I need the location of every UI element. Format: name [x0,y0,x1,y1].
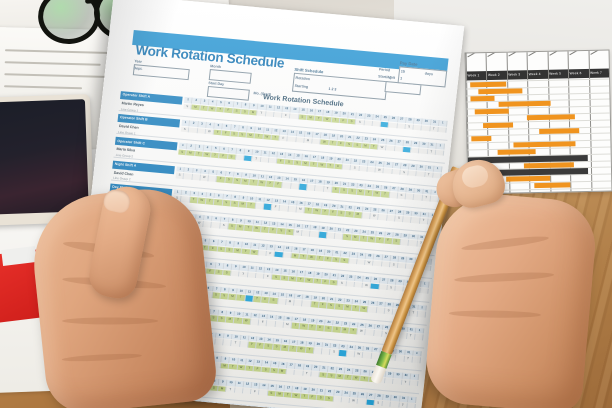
gantt-column-leader-line [528,49,545,57]
gantt-task-bar [526,114,575,121]
gantt-task-bar [483,122,514,128]
shift-cell[interactable] [417,310,427,318]
employee-shift-tag-label: Operator Shift B [119,115,148,122]
gantt-column-label: Week 4 [528,71,541,76]
knuckle-crease [62,317,159,325]
paper-text-line [4,85,83,90]
shift-cell[interactable] [435,149,445,156]
gantt-column-leader-line [569,49,586,56]
employee-shift-tag-label: Night Shift A [114,161,137,168]
gantt-column-leader-line [589,49,607,55]
gantt-task-bar [497,149,536,155]
date-header-cell: 1 [436,143,446,150]
gantt-column-leader-line [549,49,566,56]
gantt-task-bar [523,161,574,168]
gantt-task-bar [539,127,580,134]
gantt-column-label: Week 2 [487,72,500,77]
date-header-cell: 1 [407,396,417,403]
gantt-column-label: Week 1 [467,72,480,77]
shift-cell[interactable] [409,379,419,387]
gantt-column-label: Week 5 [549,71,562,76]
gantt-task-bar [470,81,507,88]
pay-starting-value: 1 [399,75,403,81]
eyeglass-lens-left [36,0,103,47]
shift-cell[interactable] [414,333,424,341]
date-header-cell: 1 [418,304,427,311]
gantt-task-bar [470,95,495,102]
gantt-task-bar [534,182,571,189]
knuckle-crease [460,233,550,253]
employee-shift-tag-label: Operator Shift A [122,92,151,99]
gantt-task-bar [474,108,509,115]
pay-period-suffix: days [424,71,434,77]
gantt-task-bar [478,88,523,95]
pay-period-label: Period [378,67,391,73]
gantt-column-label: Week 3 [508,71,521,77]
knuckle-crease [61,352,142,363]
field-input-start-day[interactable] [206,85,250,101]
tablet-screen [0,99,89,215]
paper-text-line [4,61,101,66]
date-header-cell: 1 [420,281,430,288]
employee-shift-tag-label: Operator Shift C [117,138,146,146]
gantt-task-bar [506,175,551,182]
shift-starting-value: 1 2 3 [328,86,337,92]
shift-cell[interactable] [412,356,422,364]
knuckle-crease [448,309,541,319]
pay-period-value: 15 [400,69,406,74]
shift-cell[interactable] [438,126,447,133]
right-hand-palm [423,189,599,408]
field-label-dept: Dept. [133,65,143,71]
date-header-cell: 1 [412,350,422,357]
shift-cell[interactable] [419,287,429,295]
shift-cell[interactable] [407,403,416,408]
knuckle-crease [453,270,555,284]
gantt-task-bar [471,136,492,142]
gantt-column-label: Week 7 [589,70,603,75]
date-header-cell: 1 [415,327,425,334]
date-header-cell: 1 [410,373,420,380]
gantt-column-label: Week 6 [569,70,582,75]
date-header-cell: 1 [433,166,443,173]
field-label-year: Year [134,59,143,64]
date-header-cell: 1 [438,120,448,127]
pay-starting-label: Starting [377,73,392,80]
